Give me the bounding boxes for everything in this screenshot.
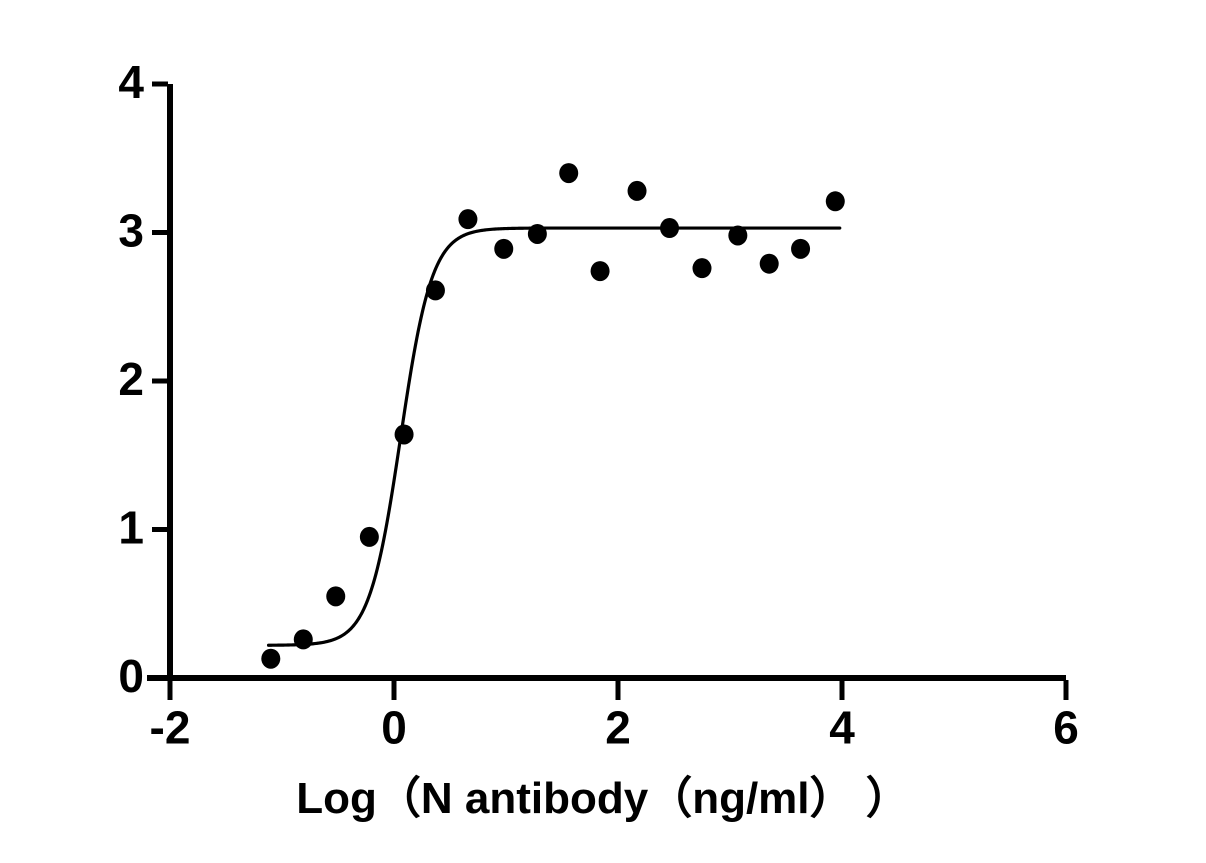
y-tick-group: [152, 81, 168, 532]
data-point: [425, 280, 445, 301]
y-tick-label: 1: [118, 502, 144, 554]
x-tick-group: [167, 680, 1069, 700]
data-point: [326, 586, 346, 607]
data-point: [458, 209, 478, 230]
fit-curve-path: [266, 226, 842, 647]
x-tick-label: 0: [381, 702, 407, 754]
data-point: [590, 261, 610, 282]
data-point: [527, 223, 547, 244]
data-point-group: [261, 163, 845, 669]
data-point: [359, 526, 379, 547]
x-tick-label: 4: [829, 702, 855, 754]
data-point: [627, 180, 647, 201]
data-point: [293, 629, 313, 650]
data-point: [692, 258, 712, 279]
axes-group: [147, 84, 1066, 681]
x-tick-label-group: -2 0 2 4 6: [150, 702, 1079, 754]
data-point: [728, 225, 748, 246]
data-point: [494, 238, 514, 259]
data-point: [261, 648, 281, 669]
data-point: [825, 191, 845, 212]
y-tick-label: 2: [118, 353, 144, 405]
y-tick-label-group: 0 1 2 3 4: [118, 56, 144, 702]
x-tick-label: 2: [605, 702, 631, 754]
x-tick-label: 6: [1053, 702, 1079, 754]
data-point: [559, 163, 579, 184]
data-point: [791, 238, 811, 259]
data-point: [660, 218, 680, 239]
data-point: [759, 253, 779, 274]
y-tick-label: 3: [118, 205, 144, 257]
y-tick-label: 0: [118, 650, 144, 702]
x-axis-title: Log（N antibody（ng/ml） ）: [296, 774, 910, 823]
data-point: [394, 424, 414, 445]
y-tick-label: 4: [118, 56, 144, 108]
x-tick-label: -2: [150, 702, 191, 754]
